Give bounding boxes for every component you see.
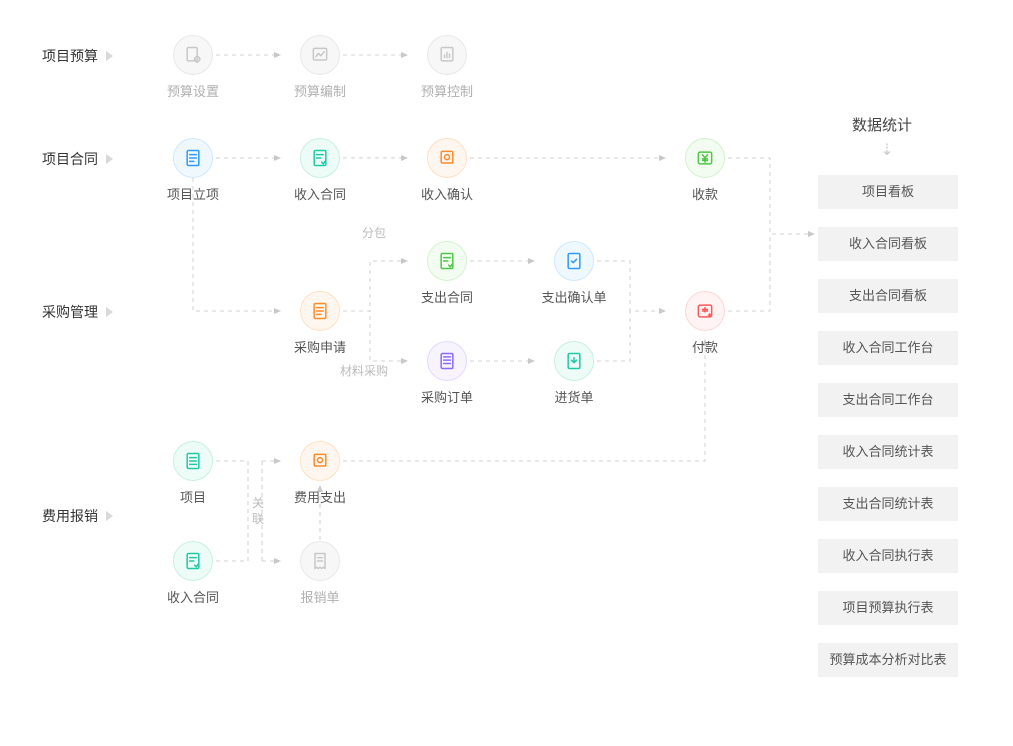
n-expense-out[interactable]: 费用支出 [275,441,365,506]
mini-label-1: 材料采购 [340,362,388,379]
n-proj-init-label: 项目立项 [148,184,238,203]
n-proc-apply-icon [300,291,340,331]
row-label-expense: 费用报销 [42,506,113,526]
n-rev-confirm[interactable]: 收入确认 [402,138,492,203]
n-budget-make: 预算编制 [275,35,365,100]
n-stock-in-icon [554,341,594,381]
n-exp-contract[interactable]: 支出合同 [402,241,492,306]
row-label-budget: 项目预算 [42,46,113,66]
edge-21 [335,340,705,461]
n-budget-set-label: 预算设置 [148,81,238,100]
n-proc-order-icon [427,341,467,381]
n-rev-confirm-icon [427,138,467,178]
stats-button-2[interactable]: 支出合同看板 [818,279,958,313]
n-rev-contract[interactable]: 收入合同 [275,138,365,203]
stats-button-8[interactable]: 项目预算执行表 [818,591,958,625]
n-expense-rev-label: 收入合同 [148,587,238,606]
stats-button-9[interactable]: 预算成本分析对比表 [818,643,958,677]
stats-down-arrow-icon: ⇣ [880,140,894,160]
n-expense-rev[interactable]: 收入合同 [148,541,238,606]
n-rev-contract-label: 收入合同 [275,184,365,203]
n-exp-confirm-label: 支出确认单 [529,287,619,306]
n-proj-init[interactable]: 项目立项 [148,138,238,203]
n-expense-out-icon [300,441,340,481]
n-reimburse: 报销单 [275,541,365,606]
n-receive-icon [685,138,725,178]
stats-button-0[interactable]: 项目看板 [818,175,958,209]
n-receive[interactable]: 收款 [660,138,750,203]
stats-heading: 数据统计 [852,114,912,135]
n-budget-make-icon [300,35,340,75]
n-proc-order-label: 采购订单 [402,387,492,406]
n-pay-label: 付款 [660,337,750,356]
n-receive-label: 收款 [660,184,750,203]
n-budget-ctrl-label: 预算控制 [402,81,492,100]
stats-button-4[interactable]: 支出合同工作台 [818,383,958,417]
n-budget-ctrl: 预算控制 [402,35,492,100]
n-expense-rev-icon [173,541,213,581]
n-reimburse-icon [300,541,340,581]
n-stock-in-label: 进货单 [529,387,619,406]
n-proc-apply[interactable]: 采购申请 [275,291,365,356]
n-stock-in[interactable]: 进货单 [529,341,619,406]
n-pay-icon [685,291,725,331]
n-exp-contract-icon [427,241,467,281]
n-budget-ctrl-icon [427,35,467,75]
n-expense-out-label: 费用支出 [275,487,365,506]
n-rev-contract-icon [300,138,340,178]
n-pay[interactable]: 付款 [660,291,750,356]
n-expense-proj-icon [173,441,213,481]
mini-label-3: 联 [252,510,264,527]
diagram-canvas: 项目预算项目合同采购管理费用报销预算设置预算编制预算控制项目立项收入合同收入确认… [0,0,1013,746]
mini-label-2: 关 [252,494,264,511]
n-budget-set-icon [173,35,213,75]
n-reimburse-label: 报销单 [275,587,365,606]
stats-button-5[interactable]: 收入合同统计表 [818,435,958,469]
n-exp-contract-label: 支出合同 [402,287,492,306]
n-expense-proj-label: 项目 [148,487,238,506]
stats-button-6[interactable]: 支出合同统计表 [818,487,958,521]
n-proj-init-icon [173,138,213,178]
row-label-procure: 采购管理 [42,302,113,322]
n-expense-proj[interactable]: 项目 [148,441,238,506]
n-exp-confirm-icon [554,241,594,281]
stats-button-1[interactable]: 收入合同看板 [818,227,958,261]
n-budget-set: 预算设置 [148,35,238,100]
connector-layer [0,0,1013,746]
stats-button-3[interactable]: 收入合同工作台 [818,331,958,365]
mini-label-0: 分包 [362,224,386,241]
n-budget-make-label: 预算编制 [275,81,365,100]
n-rev-confirm-label: 收入确认 [402,184,492,203]
n-proc-order[interactable]: 采购订单 [402,341,492,406]
stats-button-7[interactable]: 收入合同执行表 [818,539,958,573]
n-exp-confirm[interactable]: 支出确认单 [529,241,619,306]
n-proc-apply-label: 采购申请 [275,337,365,356]
row-label-contract: 项目合同 [42,149,113,169]
